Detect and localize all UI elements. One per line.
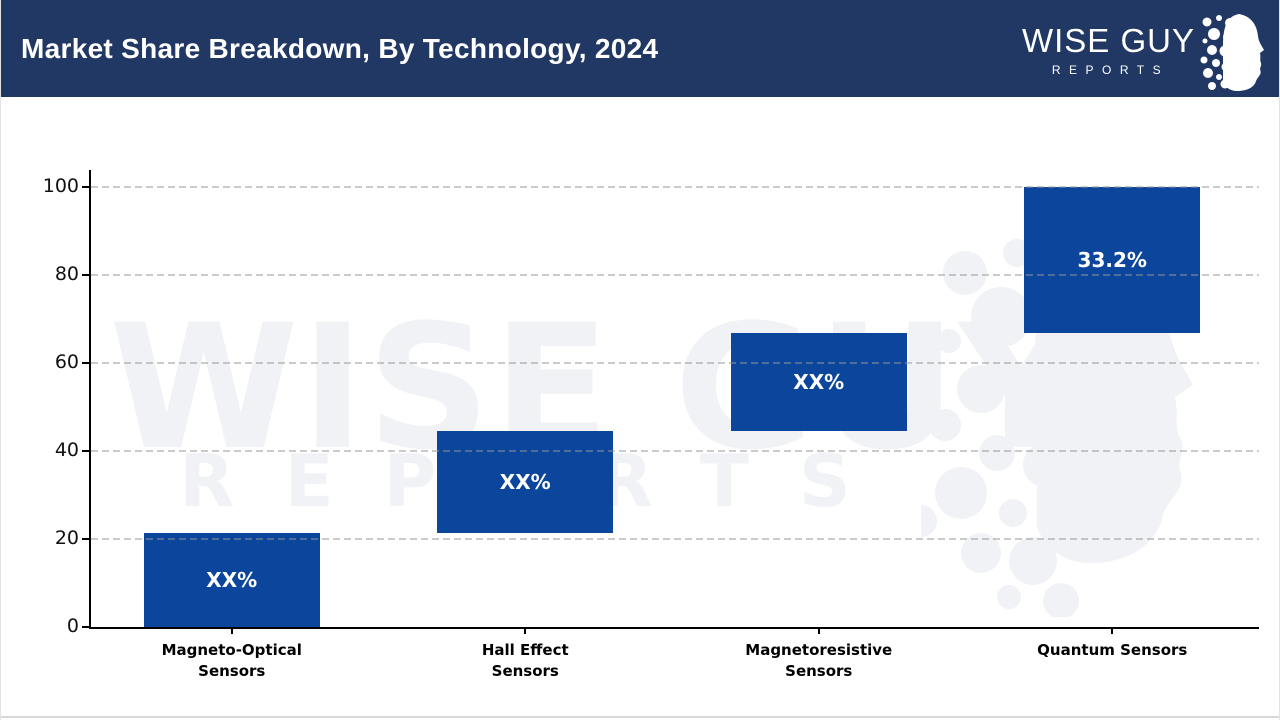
x-tick-mark bbox=[524, 629, 527, 634]
y-tick-mark-100 bbox=[82, 186, 89, 188]
x-tick-label: Hall Effect Sensors bbox=[481, 641, 569, 680]
y-tick-label: 60 bbox=[54, 351, 79, 373]
page-title: Market Share Breakdown, By Technology, 2… bbox=[21, 32, 659, 64]
x-tick-mark bbox=[1111, 629, 1114, 634]
bar-value-label: XX% bbox=[206, 568, 258, 593]
y-axis-line bbox=[89, 170, 91, 629]
x-tick-label: Magneto-Optical Sensors bbox=[161, 641, 302, 680]
x-tick-mark bbox=[230, 629, 233, 634]
y-tick-mark-60 bbox=[82, 362, 89, 364]
y-tick-mark-80 bbox=[82, 274, 89, 276]
logo-head-icon bbox=[1200, 14, 1264, 91]
y-tick-label: 100 bbox=[42, 175, 79, 197]
waterfall-bar: XX% bbox=[437, 431, 614, 534]
bar-value-label: XX% bbox=[499, 470, 551, 495]
y-tick-label: 40 bbox=[54, 439, 79, 461]
bar-value-label: XX% bbox=[793, 370, 845, 395]
y-tick-label: 80 bbox=[54, 263, 79, 285]
gridline-100 bbox=[91, 186, 1259, 188]
waterfall-bar: XX% bbox=[143, 533, 320, 627]
logo-text: WISE GUY REPORTS bbox=[1022, 22, 1195, 77]
wise-guy-logo: WISE GUY REPORTS bbox=[1015, 6, 1267, 92]
x-tick-mark bbox=[817, 629, 820, 634]
waterfall-bar: 33.2% bbox=[1024, 187, 1201, 334]
y-tick-mark-40 bbox=[82, 450, 89, 452]
gridline-40 bbox=[91, 450, 1259, 452]
waterfall-bar: XX% bbox=[730, 333, 907, 432]
y-tick-mark-0 bbox=[82, 626, 89, 628]
bar-value-label: 33.2% bbox=[1077, 248, 1147, 273]
logo-wiseguy-text: WISE GUY bbox=[1021, 22, 1195, 59]
y-tick-label: 0 bbox=[66, 615, 79, 637]
y-tick-label: 20 bbox=[54, 527, 79, 549]
gridline-80 bbox=[91, 274, 1259, 276]
gridline-20 bbox=[91, 538, 1259, 540]
x-tick-label: Quantum Sensors bbox=[1037, 641, 1188, 659]
header-bar: Market Share Breakdown, By Technology, 2… bbox=[1, 0, 1279, 97]
x-axis-line bbox=[89, 627, 1259, 629]
x-tick-label: Magnetoresistive Sensors bbox=[745, 641, 893, 680]
gridline-60 bbox=[91, 362, 1259, 364]
logo-reports-text: REPORTS bbox=[1051, 63, 1170, 77]
y-tick-mark-20 bbox=[82, 538, 89, 540]
